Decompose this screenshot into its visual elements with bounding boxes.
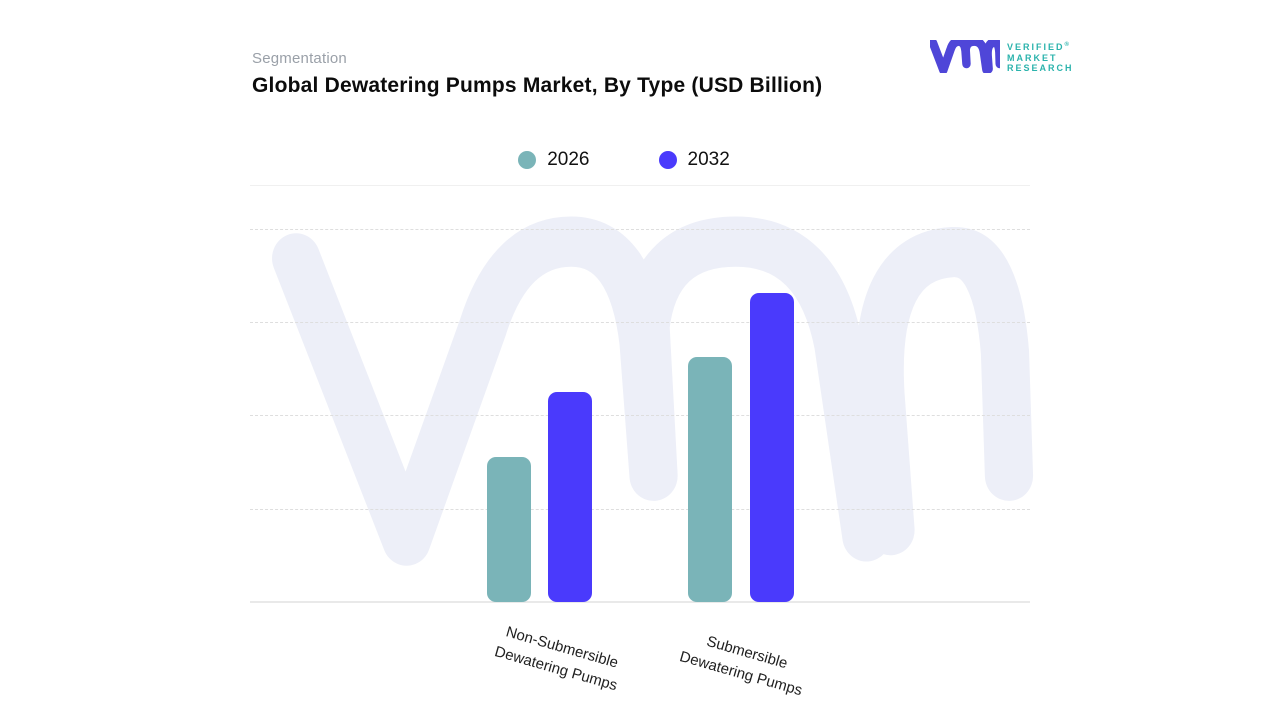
x-axis-label-non-submersible: Non-Submersible Dewatering Pumps: [492, 623, 621, 694]
legend-dot-2026: [518, 151, 537, 169]
gridline: [250, 229, 1030, 230]
chart-legend: 2026 2032: [234, 149, 1014, 171]
gridline: [250, 509, 1030, 510]
legend-item-2032[interactable]: 2032: [658, 149, 730, 171]
gridline: [250, 415, 1030, 416]
legend-item-2026[interactable]: 2026: [518, 149, 590, 171]
brand-line-research: RESEARCH: [1007, 63, 1074, 73]
bar-2026-non-submersible: [487, 457, 531, 602]
bar-2032-non-submersible: [548, 392, 592, 602]
bar-chart-plot-area: [250, 225, 1030, 603]
chart-title: Global Dewatering Pumps Market, By Type …: [252, 74, 823, 97]
vmr-monogram-icon: [930, 40, 1000, 73]
brand-line-verified: VERIFIED: [1007, 42, 1065, 52]
header-separator: [250, 185, 1030, 186]
legend-label-2026: 2026: [547, 149, 590, 170]
bar-2026-submersible: [688, 357, 732, 602]
registered-mark: ®: [1064, 42, 1069, 48]
vmr-watermark-icon: [264, 227, 1012, 572]
vmr-wordmark: VERIFIED® MARKET RESEARCH: [1007, 40, 1074, 74]
legend-dot-2032: [658, 151, 677, 169]
vmr-logo: VERIFIED® MARKET RESEARCH: [930, 40, 1074, 74]
x-axis-label-submersible: Submersible Dewatering Pumps: [677, 632, 805, 699]
legend-label-2032: 2032: [687, 149, 730, 170]
gridline: [250, 322, 1030, 323]
bar-2032-submersible: [750, 293, 794, 602]
segmentation-eyebrow: Segmentation: [252, 50, 347, 67]
x-axis-line: [250, 601, 1030, 603]
brand-line-market: MARKET: [1007, 52, 1058, 63]
